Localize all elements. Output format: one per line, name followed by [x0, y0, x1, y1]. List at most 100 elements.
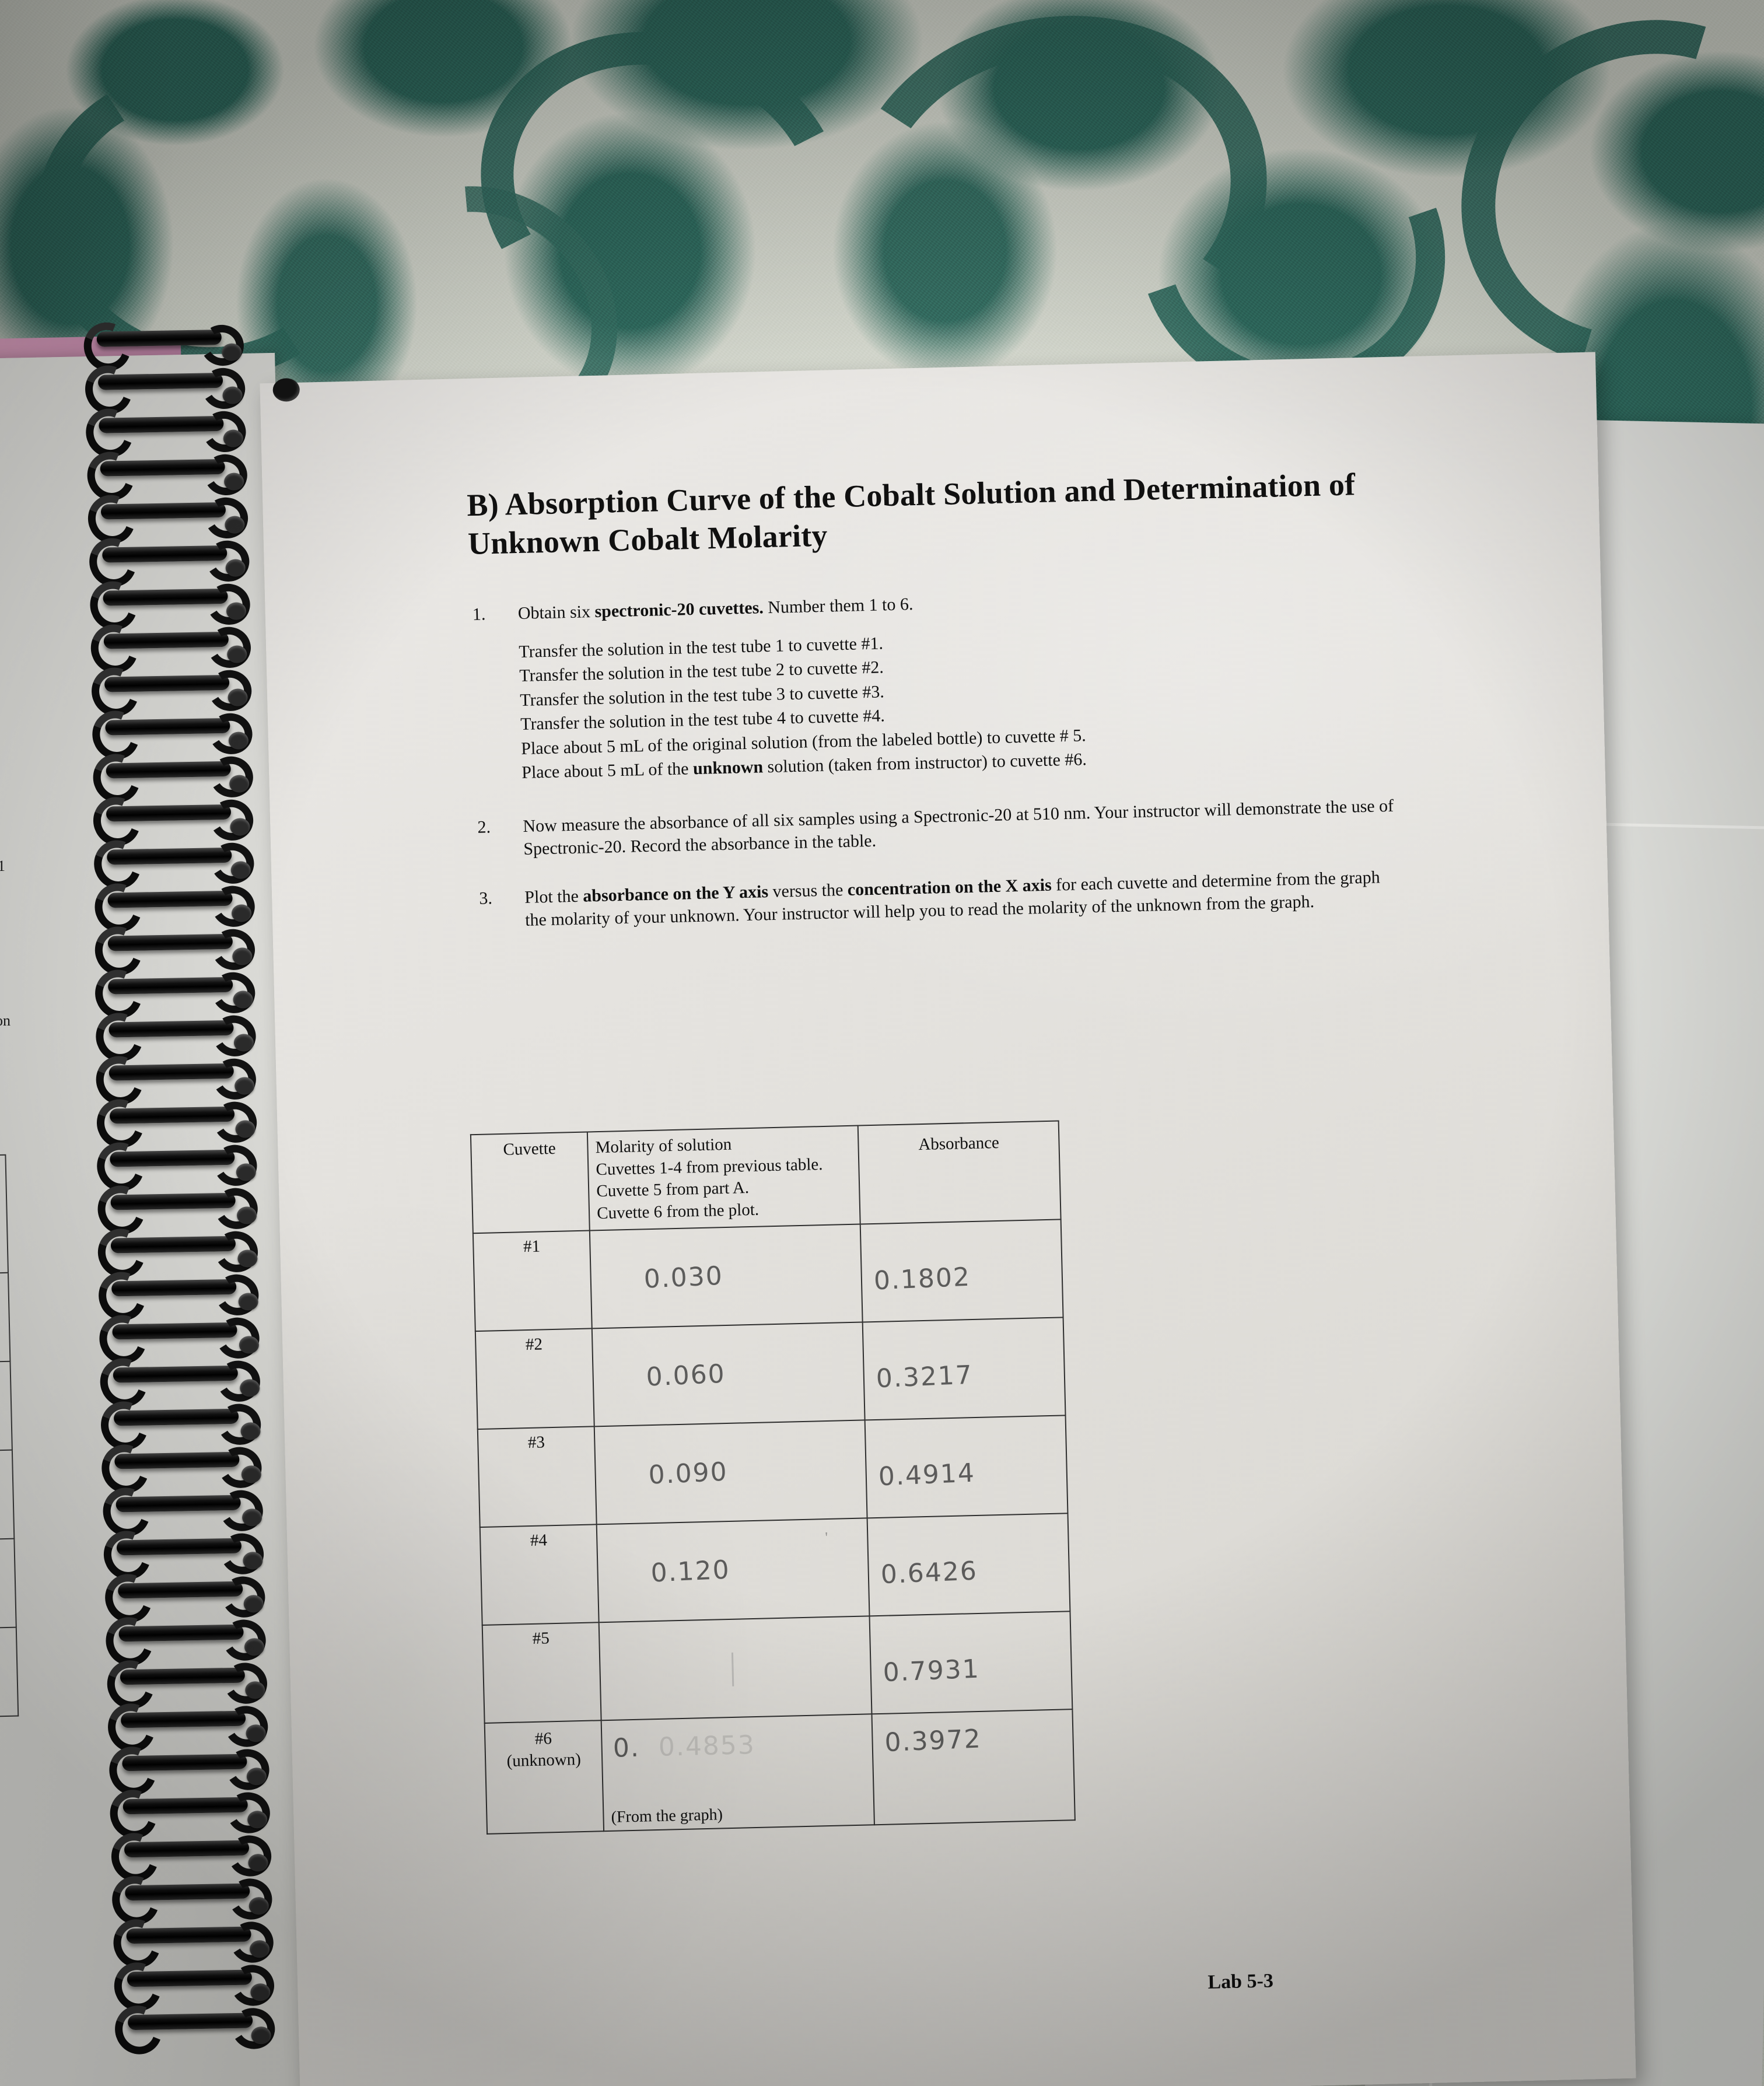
coil-loop-right [209, 1054, 261, 1104]
row3-cuvette: #3 [477, 1426, 597, 1527]
row4-absorbance-cell: 0.6426 [867, 1513, 1070, 1616]
row3-molarity-value: 0.090 [648, 1457, 729, 1490]
spiral-coil-ring [95, 1480, 267, 1544]
table-row: #1 0.030 0.1802 [473, 1219, 1063, 1331]
binding-punch-hole [243, 1595, 264, 1613]
spiral-coil-ring [89, 1091, 261, 1156]
page-content: B) Absorption Curve of the Cobalt Soluti… [260, 352, 1636, 2086]
row2-absorbance-cell: 0.3217 [862, 1317, 1066, 1420]
row6-molarity-value-erased: 0.4853 [658, 1730, 756, 1762]
row6-cuvette-cell: #6 (unknown) [484, 1720, 604, 1834]
coil-loop-right [205, 752, 257, 802]
row6-absorbance-cell: 0.3972 [872, 1709, 1075, 1825]
spiral-coil-ring [100, 1696, 272, 1760]
binding-punch-hole [237, 1250, 258, 1268]
spiral-coil-ring [97, 1566, 270, 1630]
coil-loop-right [208, 968, 260, 1018]
binding-punch-hole [234, 1077, 255, 1095]
row1-absorbance-cell: 0.1802 [860, 1219, 1063, 1322]
coil-loop-right [224, 1831, 276, 1881]
step3-b: versus the [768, 880, 848, 902]
coil-loop-right [222, 1745, 274, 1795]
binding-punch-hole [236, 1163, 257, 1181]
step-body-1: Obtain six spectronic-20 cuvettes. Numbe… [517, 582, 1394, 625]
spiral-coil-ring [80, 488, 253, 551]
binding-punch-hole [242, 1508, 262, 1527]
spiral-coil-ring [92, 1307, 264, 1371]
coil-loop-right [220, 1702, 272, 1752]
coil-loop-right [200, 450, 251, 500]
spiral-coil-ring [76, 315, 248, 379]
table-row: #3 0.090 0.4914 [477, 1415, 1068, 1527]
coil-loop-right [226, 1917, 278, 1967]
step-number-3: 3. [478, 888, 493, 909]
page-footer: Lab 5-3 [1208, 1970, 1274, 1993]
coil-loop-right [210, 1184, 262, 1234]
coil-loop-right [202, 579, 254, 629]
coil-loop-right [219, 1658, 271, 1709]
row3-molarity-cell: 0.090 [594, 1420, 867, 1525]
binding-punch-hole [238, 1293, 258, 1311]
spiral-coil-ring [92, 1350, 264, 1415]
step-body-3: Plot the absorbance on the Y axis versus… [524, 866, 1401, 932]
step3-bold-x-axis: concentration on the X axis [847, 875, 1052, 900]
coil-loop-right [219, 1615, 270, 1665]
coil-loop-right [197, 363, 249, 414]
spiral-coil-ring [89, 1135, 261, 1199]
instruction-step-1: 1. Obtain six spectronic-20 cuvettes. Nu… [472, 582, 1398, 786]
spiral-coil-ring [87, 919, 260, 983]
left-page-text-fragment-mid: on [0, 1012, 10, 1029]
instruction-list: 1. Obtain six spectronic-20 cuvettes. Nu… [472, 582, 1401, 948]
spiral-coil-ring [90, 1178, 262, 1242]
stray-pencil-mark: ' [825, 1528, 828, 1546]
header-molarity: Molarity of solution Cuvettes 1-4 from p… [587, 1125, 860, 1231]
spiral-coil-ring [104, 1868, 276, 1933]
row4-absorbance-value: 0.6426 [880, 1556, 979, 1590]
instruction-step-3: 3. Plot the absorbance on the Y axis ver… [479, 866, 1401, 933]
spiral-coil-ring [103, 1825, 276, 1889]
coil-loop-right [225, 1874, 276, 1924]
coil-loop-right [208, 925, 260, 975]
row1-cuvette: #1 [473, 1230, 592, 1331]
coil-loop-right [228, 2004, 279, 2053]
row6-molarity-zero: 0. [612, 1732, 640, 1763]
coil-loop-right [216, 1529, 268, 1579]
coil-loop-right [218, 1572, 270, 1622]
coil-loop-right [202, 536, 253, 586]
spiral-coil-ring [82, 574, 254, 638]
table-header-row: Cuvette Molarity of solution Cuvettes 1-… [470, 1121, 1061, 1233]
row6-cuvette: #6 [534, 1728, 552, 1748]
spiral-coil-ring [103, 1782, 275, 1846]
coil-loop-right [215, 1486, 267, 1536]
spiral-coil-ring [86, 832, 258, 897]
spiral-coil-ring [94, 1437, 266, 1501]
table-row: #6 (unknown) 0. 0.4853 (From the graph) … [484, 1709, 1075, 1834]
row5-pencil-tick [732, 1652, 734, 1686]
row3-absorbance-value: 0.4914 [878, 1458, 977, 1492]
row5-cuvette: #5 [482, 1622, 601, 1723]
spiral-coil-ring [93, 1394, 265, 1458]
spiral-coil-ring [84, 660, 256, 724]
spiral-coil-ring [79, 444, 251, 508]
row2-molarity-value: 0.060 [645, 1359, 726, 1392]
binding-punch-hole [235, 1120, 256, 1138]
binding-punch-hole [240, 1422, 261, 1440]
spiral-coil-ring [85, 746, 257, 810]
spiral-coil-ring [106, 1912, 278, 1976]
coil-loop-right [227, 1961, 278, 2010]
place6-b: solution (taken from instructor) to cuve… [762, 750, 1087, 777]
table-row: #4 0.120 ' 0.6426 [480, 1513, 1070, 1625]
header-absorbance: Absorbance [858, 1121, 1061, 1224]
coil-loop-right [223, 1788, 275, 1838]
spiral-coil-ring [99, 1653, 271, 1717]
step1-sub-lines: Transfer the solution in the test tube 1… [519, 620, 1398, 785]
spiral-coil-ring [96, 1523, 268, 1587]
spiral-coil-ring [107, 1998, 279, 2062]
header-cuvette: Cuvette [470, 1132, 590, 1233]
page-title: B) Absorption Curve of the Cobalt Soluti… [466, 467, 1356, 561]
binding-punch-hole [239, 1379, 260, 1397]
row3-absorbance-cell: 0.4914 [864, 1415, 1068, 1518]
coil-loop-right [207, 881, 259, 932]
coil-loop-right [206, 795, 258, 845]
